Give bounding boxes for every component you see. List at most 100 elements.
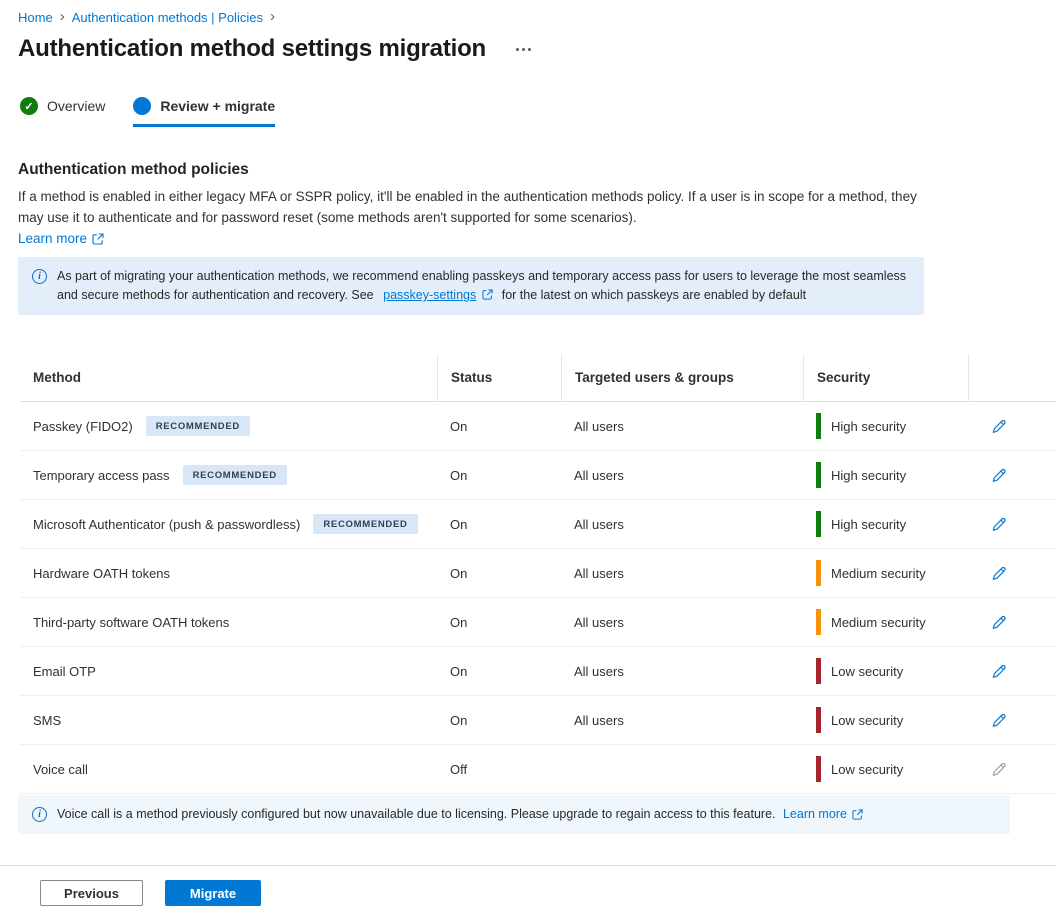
learn-more-label: Learn more bbox=[18, 231, 88, 246]
edit-cell bbox=[968, 696, 1056, 744]
targeted-value: All users bbox=[574, 516, 624, 532]
security-cell: Medium security bbox=[803, 598, 968, 646]
tab-overview[interactable]: Overview bbox=[20, 97, 105, 127]
column-header-status: Status bbox=[437, 354, 561, 401]
status-cell: On bbox=[437, 549, 561, 597]
targeted-cell: All users bbox=[561, 598, 803, 646]
method-cell: Voice call bbox=[20, 745, 437, 793]
method-name: SMS bbox=[33, 712, 62, 728]
recommended-badge: RECOMMENDED bbox=[313, 514, 418, 534]
banner-text: As part of migrating your authentication… bbox=[57, 267, 910, 305]
status-value: On bbox=[450, 663, 468, 679]
targeted-cell: All users bbox=[561, 402, 803, 450]
security-label: High security bbox=[831, 467, 907, 483]
method-name: Microsoft Authenticator (push & password… bbox=[33, 516, 301, 532]
methods-table: Method Status Targeted users & groups Se… bbox=[20, 354, 1056, 794]
banner-text-before: As part of migrating your authentication… bbox=[57, 269, 907, 302]
edit-pencil-icon[interactable] bbox=[989, 563, 1010, 584]
targeted-cell bbox=[561, 745, 803, 793]
table-row: SMS On All users Low security bbox=[20, 696, 1056, 745]
edit-pencil-icon[interactable] bbox=[989, 612, 1010, 633]
targeted-cell: All users bbox=[561, 696, 803, 744]
targeted-value: All users bbox=[574, 614, 624, 630]
method-name: Temporary access pass bbox=[33, 467, 170, 483]
method-cell: Hardware OATH tokens bbox=[20, 549, 437, 597]
edit-pencil-icon bbox=[989, 759, 1010, 780]
check-circle-icon bbox=[20, 97, 38, 115]
status-cell: On bbox=[437, 696, 561, 744]
security-label: Low security bbox=[831, 663, 904, 679]
column-header-targeted: Targeted users & groups bbox=[561, 354, 803, 401]
security-cell: High security bbox=[803, 402, 968, 450]
learn-more-link[interactable]: Learn more bbox=[18, 231, 104, 246]
targeted-cell: All users bbox=[561, 500, 803, 548]
security-level-bar bbox=[816, 511, 821, 537]
status-cell: On bbox=[437, 598, 561, 646]
security-cell: Medium security bbox=[803, 549, 968, 597]
voice-banner-message: Voice call is a method previously config… bbox=[57, 807, 776, 821]
security-level-bar bbox=[816, 560, 821, 586]
edit-cell bbox=[968, 745, 1056, 793]
breadcrumb-link-home[interactable]: Home bbox=[18, 10, 53, 25]
security-level-bar bbox=[816, 462, 821, 488]
external-link-icon bbox=[482, 289, 493, 300]
security-level-bar bbox=[816, 756, 821, 782]
security-level-bar bbox=[816, 609, 821, 635]
tab-review-migrate[interactable]: Review + migrate bbox=[133, 97, 275, 127]
edit-pencil-icon[interactable] bbox=[989, 465, 1010, 486]
edit-cell bbox=[968, 402, 1056, 450]
edit-cell bbox=[968, 451, 1056, 499]
table-row: Passkey (FIDO2) RECOMMENDED On All users… bbox=[20, 402, 1056, 451]
current-step-icon bbox=[133, 97, 152, 115]
edit-cell bbox=[968, 598, 1056, 646]
section-heading: Authentication method policies bbox=[18, 161, 249, 178]
method-cell: Email OTP bbox=[20, 647, 437, 695]
edit-pencil-icon[interactable] bbox=[989, 710, 1010, 731]
passkey-settings-link[interactable]: passkey-settings bbox=[383, 288, 477, 302]
status-cell: On bbox=[437, 451, 561, 499]
method-name: Third-party software OATH tokens bbox=[33, 614, 230, 630]
targeted-value: All users bbox=[574, 663, 624, 679]
security-level-bar bbox=[816, 707, 821, 733]
targeted-value: All users bbox=[574, 712, 624, 728]
table-header: Method Status Targeted users & groups Se… bbox=[20, 354, 1056, 402]
status-cell: On bbox=[437, 402, 561, 450]
status-value: On bbox=[450, 467, 468, 483]
table-body: Passkey (FIDO2) RECOMMENDED On All users… bbox=[20, 402, 1056, 794]
security-cell: High security bbox=[803, 451, 968, 499]
security-cell: Low security bbox=[803, 696, 968, 744]
voice-banner-text: Voice call is a method previously config… bbox=[57, 805, 863, 824]
edit-pencil-icon[interactable] bbox=[989, 661, 1010, 682]
info-icon: i bbox=[32, 807, 47, 822]
edit-cell bbox=[968, 647, 1056, 695]
security-label: High security bbox=[831, 418, 907, 434]
breadcrumb-chevron-icon bbox=[60, 10, 65, 25]
status-value: On bbox=[450, 418, 468, 434]
migration-info-banner: i As part of migrating your authenticati… bbox=[18, 257, 924, 315]
security-label: Low security bbox=[831, 712, 904, 728]
more-options-icon[interactable] bbox=[512, 44, 535, 55]
voice-call-banner: i Voice call is a method previously conf… bbox=[18, 795, 1010, 834]
status-value: On bbox=[450, 516, 468, 532]
table-row: Microsoft Authenticator (push & password… bbox=[20, 500, 1056, 549]
recommended-badge: RECOMMENDED bbox=[145, 416, 250, 436]
footer-divider bbox=[0, 865, 1056, 866]
edit-pencil-icon[interactable] bbox=[989, 514, 1010, 535]
status-value: Off bbox=[450, 761, 468, 777]
method-cell: Third-party software OATH tokens bbox=[20, 598, 437, 646]
targeted-cell: All users bbox=[561, 451, 803, 499]
table-row: Temporary access pass RECOMMENDED On All… bbox=[20, 451, 1056, 500]
status-value: On bbox=[450, 614, 468, 630]
voice-learn-more-link[interactable]: Learn more bbox=[783, 805, 863, 824]
security-label: Low security bbox=[831, 761, 904, 777]
previous-button[interactable]: Previous bbox=[40, 880, 143, 906]
targeted-value: All users bbox=[574, 467, 624, 483]
migrate-button[interactable]: Migrate bbox=[165, 880, 261, 906]
breadcrumb-link-auth-methods[interactable]: Authentication methods | Policies bbox=[71, 10, 263, 25]
breadcrumb-chevron-icon bbox=[270, 10, 275, 25]
edit-pencil-icon[interactable] bbox=[989, 416, 1010, 437]
external-link-icon bbox=[92, 232, 104, 245]
external-link-icon bbox=[852, 809, 863, 820]
security-level-bar bbox=[816, 413, 821, 439]
edit-cell bbox=[968, 500, 1056, 548]
